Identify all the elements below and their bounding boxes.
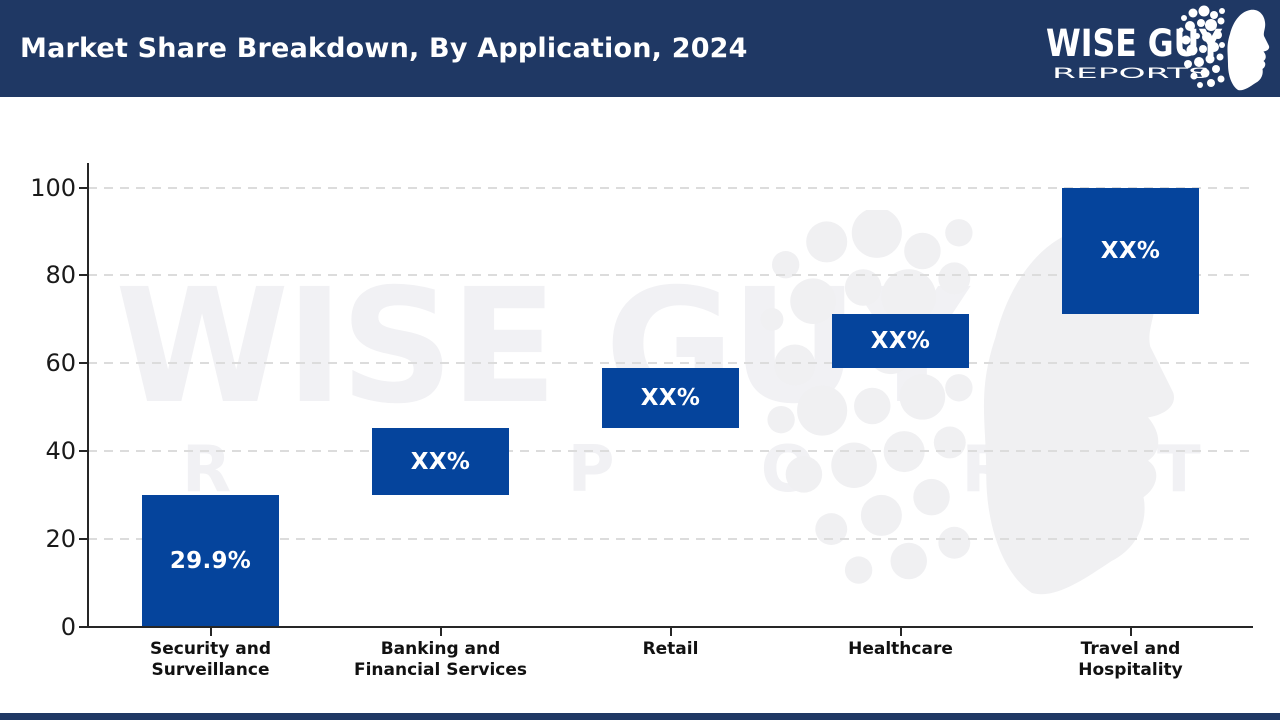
y-tick-label: 100 (30, 173, 76, 202)
bar-travel-and-hospitality: XX% (1062, 187, 1199, 314)
bottom-strip (0, 713, 1280, 720)
x-category-label-banking-and-financial-services: Banking and Financial Services (353, 639, 528, 680)
bar-value-label: XX% (640, 385, 701, 412)
bar-value-label: XX% (870, 328, 931, 355)
y-tick-label: 20 (45, 524, 76, 553)
y-axis-spine (87, 163, 89, 628)
y-tick-label: 80 (45, 261, 76, 290)
bar-value-label: 29.9% (169, 547, 252, 574)
gridline (88, 362, 1253, 365)
y-tick-mark (79, 625, 88, 628)
x-category-label-travel-and-hospitality: Travel and Hospitality (1078, 639, 1183, 680)
x-tick-mark (439, 628, 442, 636)
bar-healthcare: XX% (832, 313, 969, 369)
x-tick-mark (1129, 628, 1132, 636)
y-tick-mark (79, 362, 88, 365)
y-tick-label: 0 (60, 612, 76, 641)
x-category-label-healthcare: Healthcare (848, 639, 953, 659)
bar-security-and-surveillance: 29.9% (142, 495, 279, 627)
x-axis-spine (87, 626, 1253, 628)
x-category-label-retail: Retail (642, 639, 699, 659)
bar-value-label: XX% (410, 448, 471, 475)
gridline (88, 537, 1253, 540)
y-tick-label: 60 (45, 349, 76, 378)
bar-value-label: XX% (1100, 237, 1161, 264)
x-category-label-security-and-surveillance: Security and Surveillance (149, 639, 272, 680)
x-tick-mark (899, 628, 902, 636)
bar-banking-and-financial-services: XX% (372, 428, 509, 496)
y-tick-mark (79, 537, 88, 540)
gridline (88, 186, 1253, 189)
brand-logo-subtitle: REPORTS (1052, 66, 1210, 82)
brand-logo: WISE GUY REPORTS (1046, 5, 1270, 91)
gridline (88, 449, 1253, 452)
y-tick-mark (79, 449, 88, 452)
y-tick-label: 40 (45, 436, 76, 465)
header-bar: Market Share Breakdown, By Application, … (0, 0, 1280, 97)
page-title: Market Share Breakdown, By Application, … (20, 33, 748, 64)
y-tick-mark (79, 274, 88, 277)
x-tick-mark (209, 628, 212, 636)
x-tick-mark (669, 628, 672, 636)
bar-retail: XX% (602, 368, 739, 429)
gridline (88, 274, 1253, 277)
y-tick-mark (79, 186, 88, 189)
